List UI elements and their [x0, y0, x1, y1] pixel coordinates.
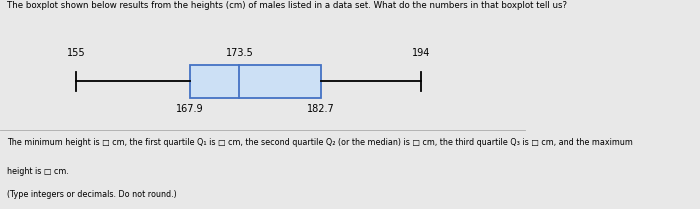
Text: The minimum height is □ cm, the first quartile Q₁ is □ cm, the second quartile Q: The minimum height is □ cm, the first qu… [7, 138, 633, 147]
Text: The boxplot shown below results from the heights (cm) of males listed in a data : The boxplot shown below results from the… [7, 1, 567, 10]
Text: 155: 155 [66, 48, 85, 58]
Text: 182.7: 182.7 [307, 104, 335, 115]
Text: 173.5: 173.5 [225, 48, 253, 58]
FancyBboxPatch shape [190, 65, 321, 98]
Text: height is □ cm.: height is □ cm. [7, 167, 69, 176]
Text: 194: 194 [412, 48, 430, 58]
Text: (Type integers or decimals. Do not round.): (Type integers or decimals. Do not round… [7, 190, 176, 199]
Text: 167.9: 167.9 [176, 104, 204, 115]
